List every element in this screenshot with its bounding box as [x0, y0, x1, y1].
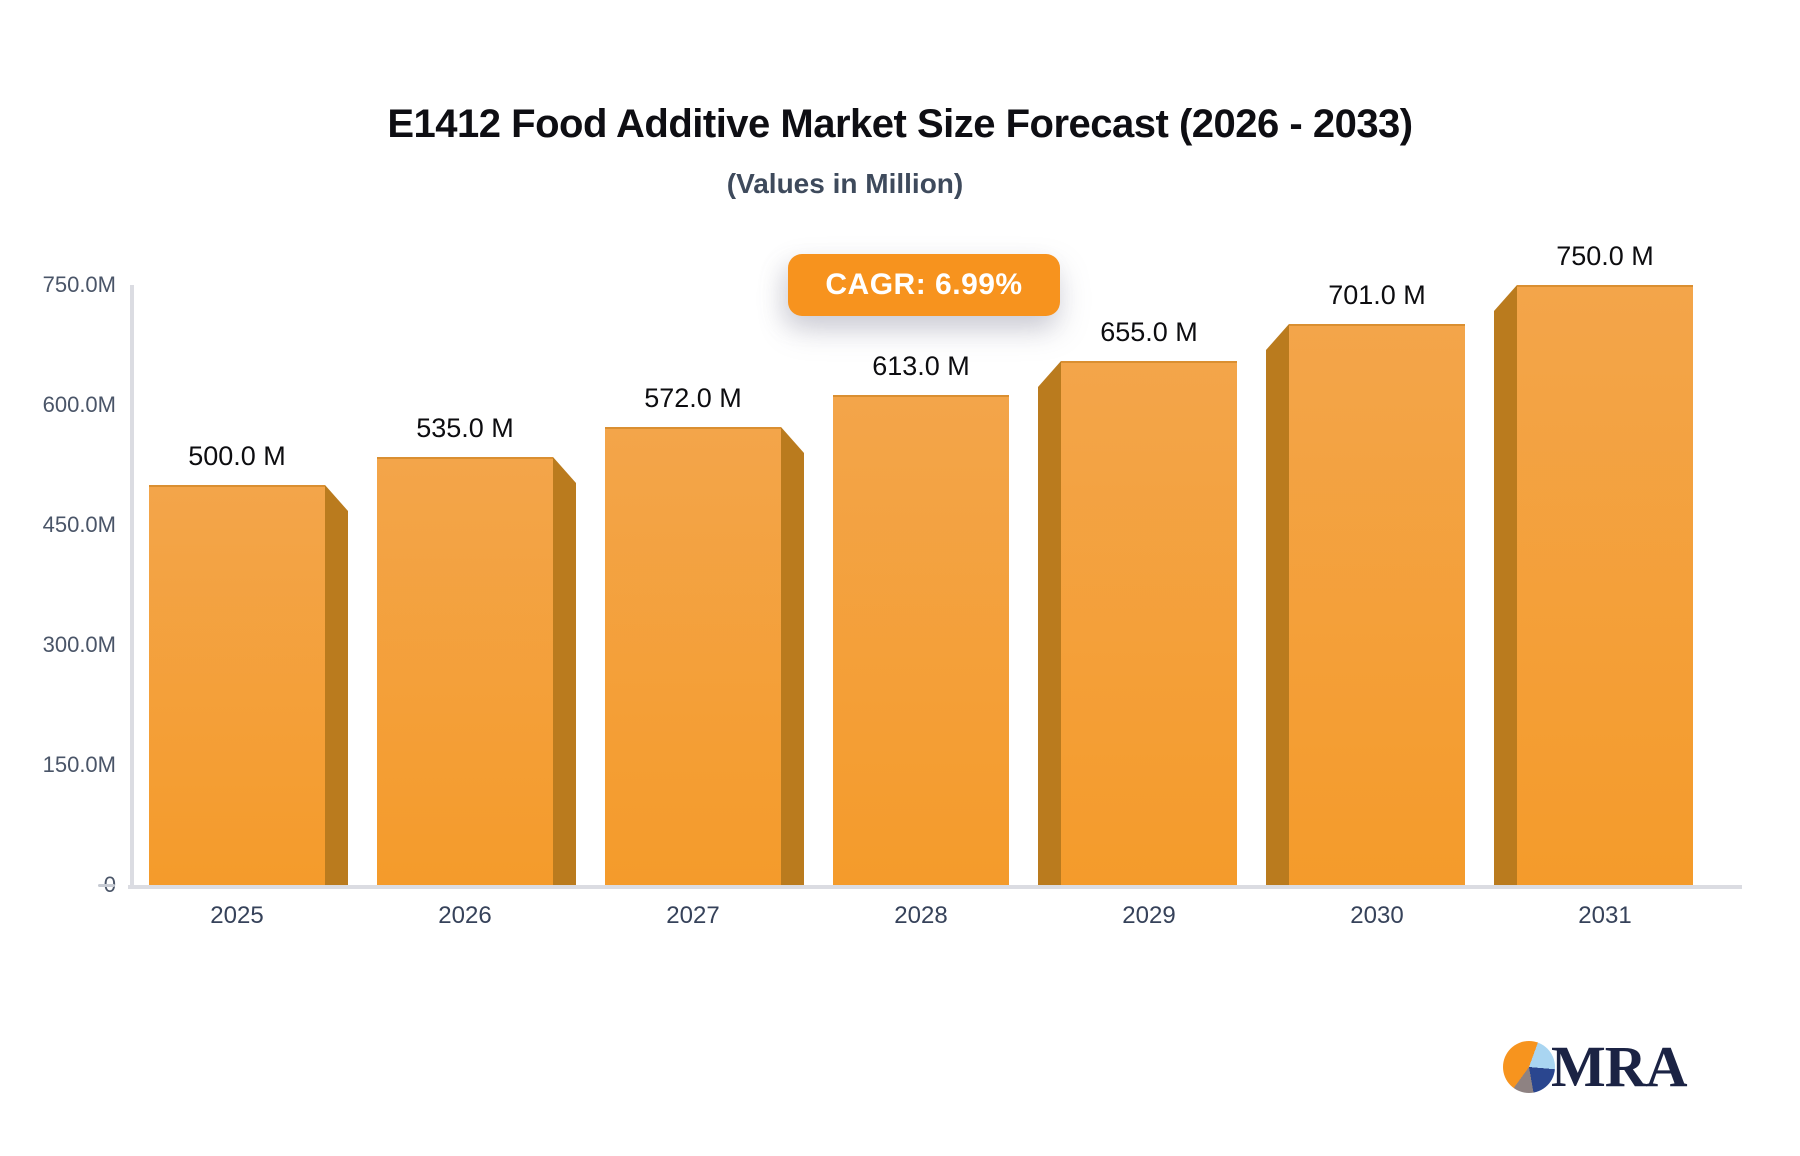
- bar-2026: [377, 457, 553, 885]
- bar-value-label-2025: 500.0 M: [188, 441, 286, 471]
- y-axis-label-150: 150.0M: [42, 752, 116, 777]
- y-axis-label-750: 750.0M: [42, 272, 116, 297]
- zero-tick-mark: [98, 884, 115, 887]
- bar-value-label-2028: 613.0 M: [872, 351, 970, 381]
- bar-side-face-2027: [781, 427, 804, 885]
- bar-value-label-2026: 535.0 M: [416, 413, 514, 443]
- bar-side-face-2029: [1038, 361, 1061, 885]
- cagr-badge-label: CAGR: 6.99%: [825, 268, 1023, 301]
- cagr-badge: CAGR: 6.99%: [788, 254, 1060, 316]
- pie-chart-icon: [1503, 1041, 1555, 1093]
- x-axis-label-2028: 2028: [894, 902, 948, 929]
- bar-side-face-2031: [1494, 285, 1517, 885]
- mra-logo: MRA: [1503, 1034, 1688, 1099]
- bar-side-face-2026: [553, 457, 576, 885]
- x-axis-label-2027: 2027: [666, 902, 720, 929]
- x-axis-label-2025: 2025: [210, 902, 264, 929]
- y-axis-label-300: 300.0M: [42, 632, 116, 657]
- bar-value-label-2031: 750.0 M: [1556, 241, 1654, 271]
- bar-2027: [605, 427, 781, 885]
- bar-side-face-2025: [325, 485, 348, 885]
- y-axis-line: [130, 285, 134, 889]
- logo-text: MRA: [1551, 1034, 1688, 1099]
- y-axis-label-600: 600.0M: [42, 392, 116, 417]
- x-axis-line: [128, 885, 1742, 889]
- bar-value-label-2030: 701.0 M: [1328, 280, 1426, 310]
- x-axis-label-2030: 2030: [1350, 902, 1404, 929]
- bar-value-label-2029: 655.0 M: [1100, 317, 1198, 347]
- bar-2025: [149, 485, 325, 885]
- chart-subtitle: (Values in Million): [726, 168, 964, 199]
- chart-title: E1412 Food Additive Market Size Forecast…: [387, 102, 1413, 146]
- bar-2030: [1289, 324, 1465, 885]
- bar-2028: [833, 395, 1009, 885]
- x-axis-label-2029: 2029: [1122, 902, 1176, 929]
- bar-2031: [1517, 285, 1693, 885]
- x-axis-label-2026: 2026: [438, 902, 492, 929]
- bar-side-face-2030: [1266, 324, 1289, 885]
- bar-value-label-2027: 572.0 M: [644, 383, 742, 413]
- bar-2029: [1061, 361, 1237, 885]
- x-axis-label-2031: 2031: [1578, 902, 1632, 929]
- y-axis-label-450: 450.0M: [42, 512, 116, 537]
